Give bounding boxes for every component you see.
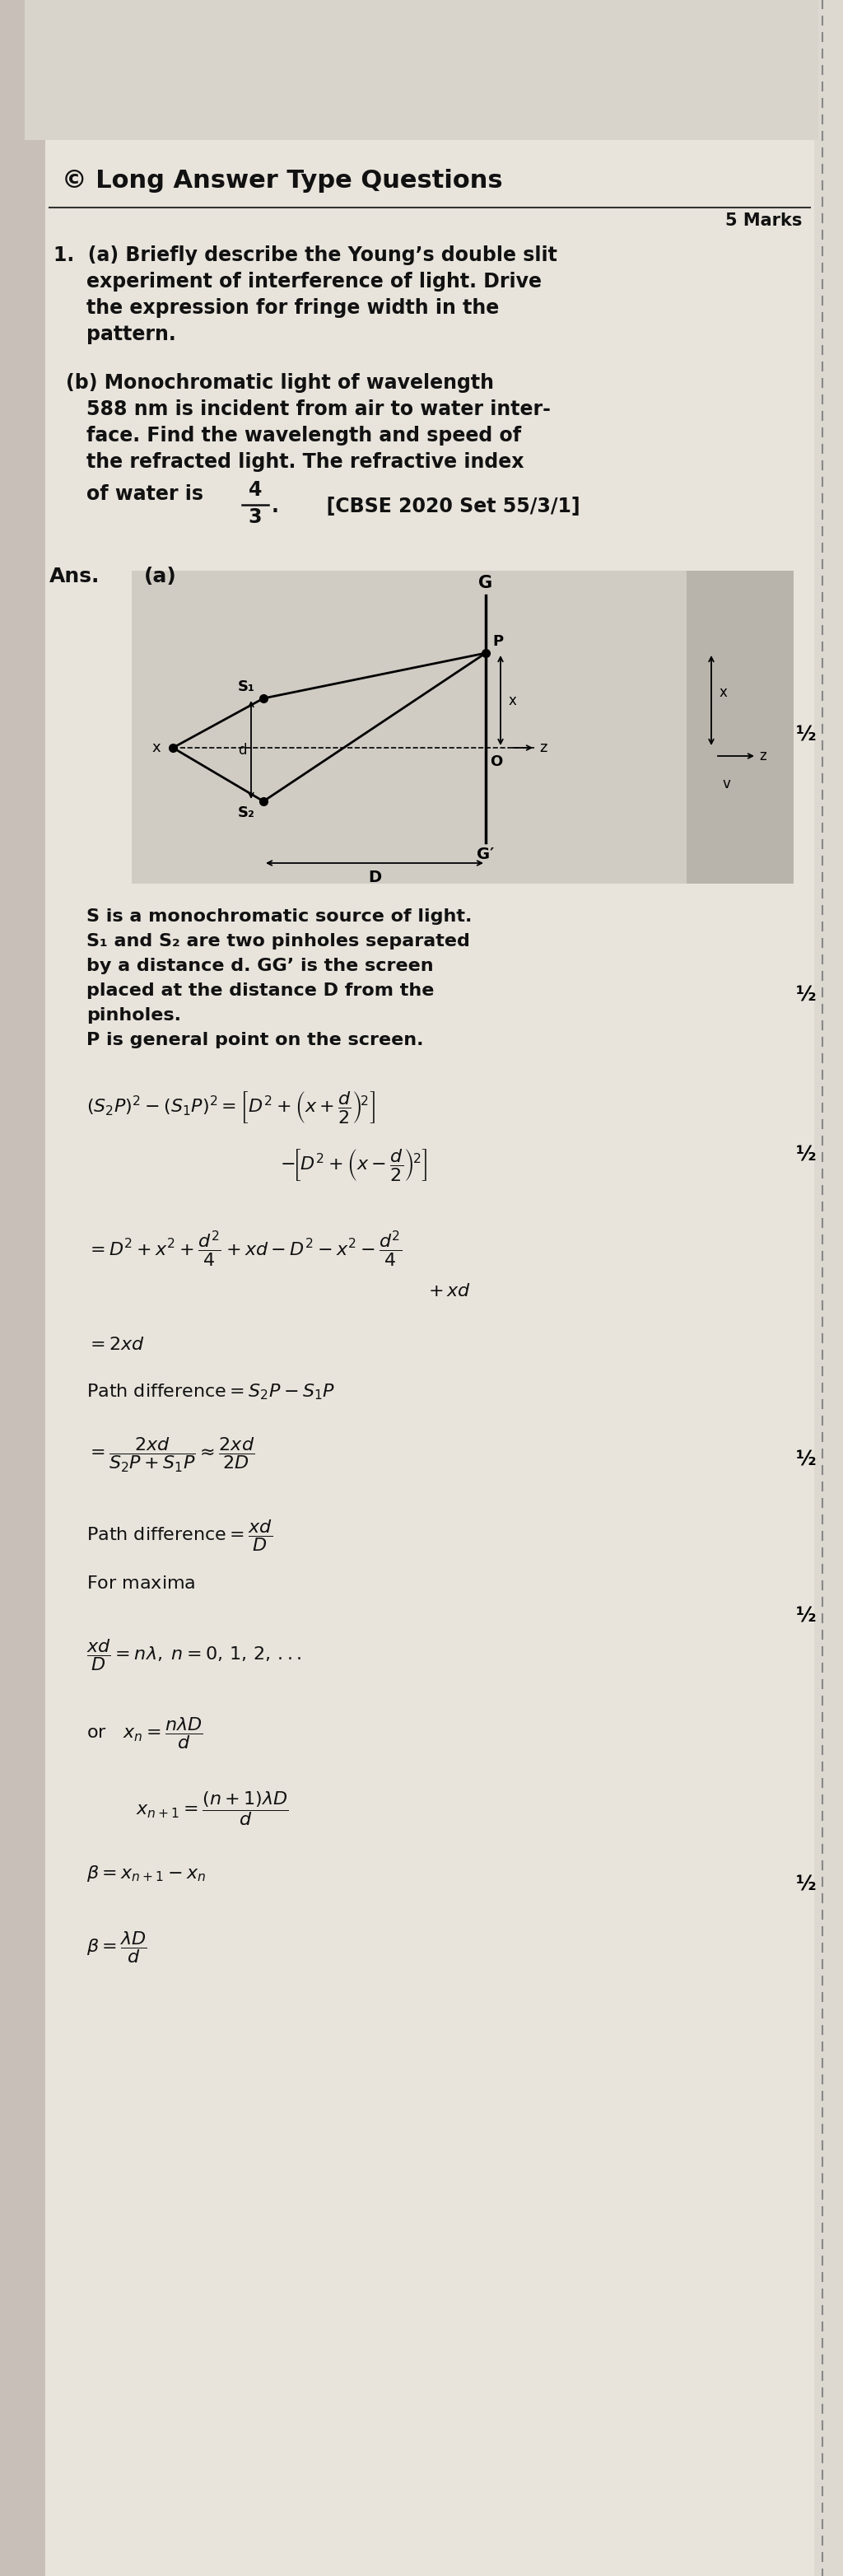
Text: $\text{For maxima}$: $\text{For maxima}$ xyxy=(87,1577,196,1592)
Text: ½: ½ xyxy=(796,1607,816,1625)
Text: G′: G′ xyxy=(477,848,495,863)
Text: $\beta=x_{n+1}-x_n$: $\beta=x_{n+1}-x_n$ xyxy=(87,1862,207,1883)
Text: S is a monochromatic source of light.: S is a monochromatic source of light. xyxy=(87,909,472,925)
Text: $\dfrac{xd}{D}=n\lambda,\;n=0,\,1,\,2,\,...$: $\dfrac{xd}{D}=n\lambda,\;n=0,\,1,\,2,\,… xyxy=(87,1638,301,1672)
Text: pattern.: pattern. xyxy=(87,325,176,345)
Text: x: x xyxy=(720,685,728,701)
Text: .       [CBSE 2020 Set 55/3/1]: . [CBSE 2020 Set 55/3/1] xyxy=(271,497,580,515)
Text: d: d xyxy=(239,742,247,757)
Text: S₁ and S₂ are two pinholes separated: S₁ and S₂ are two pinholes separated xyxy=(87,933,470,951)
Text: the expression for fringe width in the: the expression for fringe width in the xyxy=(87,299,499,317)
Text: placed at the distance D from the: placed at the distance D from the xyxy=(87,981,434,999)
Text: $\text{or}\quad x_n=\dfrac{n\lambda D}{d}$: $\text{or}\quad x_n=\dfrac{n\lambda D}{d… xyxy=(87,1716,203,1752)
Text: z: z xyxy=(540,739,547,755)
Text: the refracted light. The refractive index: the refracted light. The refractive inde… xyxy=(87,453,524,471)
Text: G: G xyxy=(479,574,493,592)
Text: ½: ½ xyxy=(796,1450,816,1471)
Text: S₁: S₁ xyxy=(238,680,255,696)
Text: $=\dfrac{2xd}{S_2P+S_1P}\approx\dfrac{2xd}{2D}$: $=\dfrac{2xd}{S_2P+S_1P}\approx\dfrac{2x… xyxy=(87,1435,255,1473)
Bar xyxy=(814,0,843,2576)
Text: ½: ½ xyxy=(796,726,816,744)
Text: 5 Marks: 5 Marks xyxy=(725,211,802,229)
Text: 1.  (a) Briefly describe the Young’s double slit: 1. (a) Briefly describe the Young’s doub… xyxy=(53,245,557,265)
Text: ½: ½ xyxy=(796,1146,816,1164)
Text: P: P xyxy=(492,634,503,649)
Text: O: O xyxy=(490,755,502,770)
Text: Ans.: Ans. xyxy=(50,567,100,587)
Text: 4: 4 xyxy=(249,479,262,500)
Text: x: x xyxy=(509,693,517,708)
Text: ½: ½ xyxy=(796,1875,816,1893)
Text: 3: 3 xyxy=(249,507,262,528)
Text: experiment of interference of light. Drive: experiment of interference of light. Dri… xyxy=(87,270,542,291)
Text: P is general point on the screen.: P is general point on the screen. xyxy=(87,1033,423,1048)
Text: (b) Monochromatic light of wavelength: (b) Monochromatic light of wavelength xyxy=(66,374,494,392)
Text: © Long Answer Type Questions: © Long Answer Type Questions xyxy=(62,170,502,193)
Text: D: D xyxy=(368,871,381,886)
Text: S₂: S₂ xyxy=(238,806,255,819)
Text: $(S_2P)^2-(S_1P)^2=\left[D^2+\left(x+\dfrac{d}{2}\right)^{\!2}\right]$: $(S_2P)^2-(S_1P)^2=\left[D^2+\left(x+\df… xyxy=(87,1090,375,1126)
Bar xyxy=(0,0,46,2576)
Text: $\text{Path difference}=\dfrac{xd}{D}$: $\text{Path difference}=\dfrac{xd}{D}$ xyxy=(87,1517,272,1553)
Text: $x_{n+1}=\dfrac{(n+1)\lambda D}{d}$: $x_{n+1}=\dfrac{(n+1)\lambda D}{d}$ xyxy=(136,1790,289,1826)
Text: (a): (a) xyxy=(144,567,177,587)
Bar xyxy=(132,572,793,884)
Bar xyxy=(24,0,819,139)
Text: of water is: of water is xyxy=(87,484,203,505)
Text: z: z xyxy=(759,750,766,762)
Bar xyxy=(686,572,793,884)
Text: face. Find the wavelength and speed of: face. Find the wavelength and speed of xyxy=(87,425,521,446)
Text: $\text{Path difference}=S_2P-S_1P$: $\text{Path difference}=S_2P-S_1P$ xyxy=(87,1381,336,1401)
Text: $=2xd$: $=2xd$ xyxy=(87,1337,145,1352)
Text: $-\!\left[D^2+\left(x-\dfrac{d}{2}\right)^{\!2}\right]$: $-\!\left[D^2+\left(x-\dfrac{d}{2}\right… xyxy=(280,1146,427,1182)
Text: by a distance d. GG’ is the screen: by a distance d. GG’ is the screen xyxy=(87,958,433,974)
Text: 588 nm is incident from air to water inter-: 588 nm is incident from air to water int… xyxy=(87,399,550,420)
Text: x: x xyxy=(152,739,160,755)
Text: $=D^2+x^2+\dfrac{d^2}{4}+xd-D^2-x^2-\dfrac{d^2}{4}$: $=D^2+x^2+\dfrac{d^2}{4}+xd-D^2-x^2-\dfr… xyxy=(87,1229,402,1270)
Text: $\beta=\dfrac{\lambda D}{d}$: $\beta=\dfrac{\lambda D}{d}$ xyxy=(87,1929,148,1965)
Text: v: v xyxy=(722,775,730,791)
Text: ½: ½ xyxy=(796,984,816,1005)
Text: pinholes.: pinholes. xyxy=(87,1007,181,1023)
Text: $+\,xd$: $+\,xd$ xyxy=(428,1283,470,1298)
